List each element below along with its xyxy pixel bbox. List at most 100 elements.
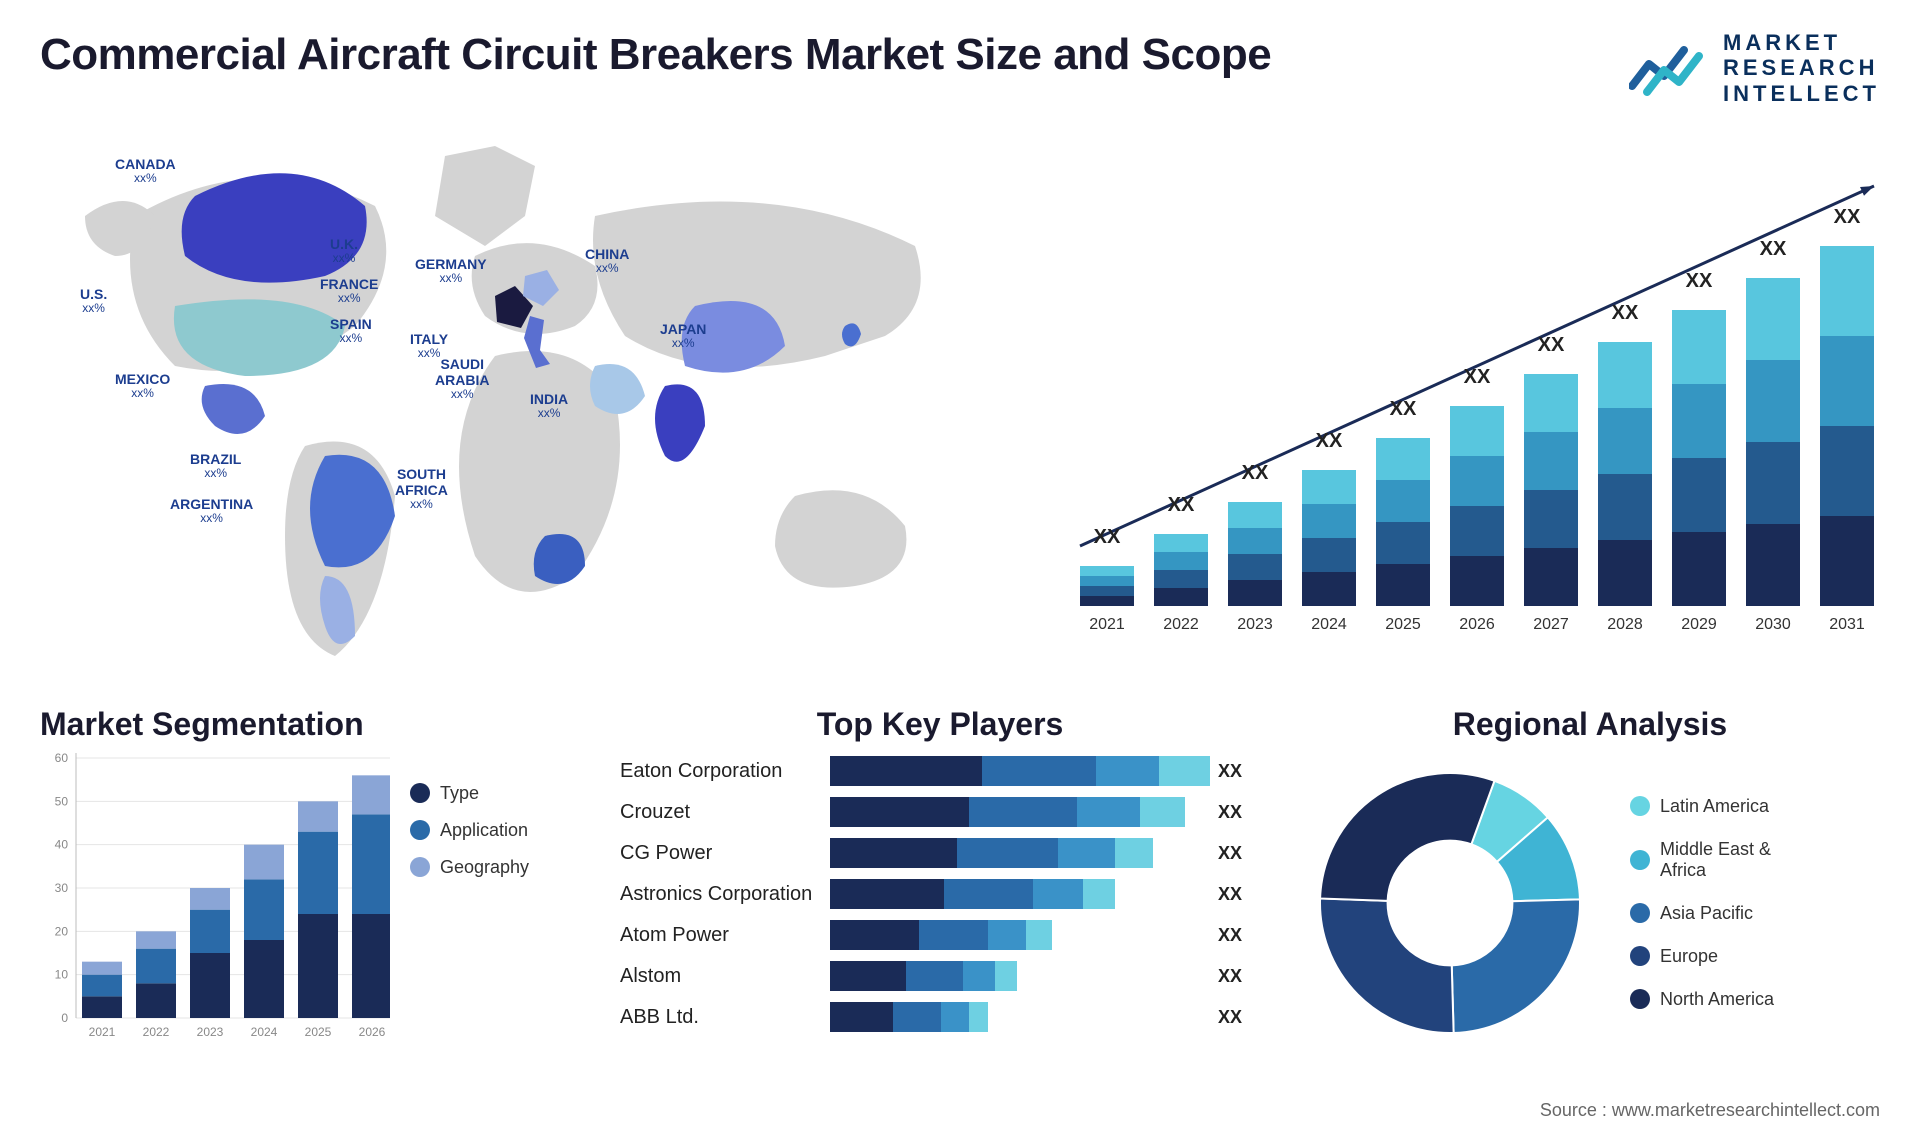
svg-text:30: 30 bbox=[55, 881, 69, 895]
svg-text:20: 20 bbox=[55, 924, 69, 938]
market-segmentation-section: Market Segmentation 01020304050602021202… bbox=[40, 706, 580, 1053]
legend-swatch-icon bbox=[1630, 903, 1650, 923]
player-name: ABB Ltd. bbox=[620, 1006, 830, 1029]
player-row: Astronics Corporation XX bbox=[620, 876, 1260, 913]
player-bar bbox=[830, 838, 1210, 868]
legend-label: Middle East & Africa bbox=[1660, 839, 1800, 881]
players-chart: Eaton CorporationXXCrouzetXXCG PowerXXAs… bbox=[620, 753, 1260, 1036]
player-value: XX bbox=[1210, 925, 1260, 946]
regional-legend-item: Middle East & Africa bbox=[1630, 839, 1800, 881]
player-name: CG Power bbox=[620, 842, 830, 865]
regional-legend-item: North America bbox=[1630, 989, 1800, 1010]
brand-logo: MARKET RESEARCH INTELLECT bbox=[1629, 30, 1880, 106]
player-row: Atom PowerXX bbox=[620, 917, 1260, 954]
legend-swatch-icon bbox=[1630, 796, 1650, 816]
growth-value-label: XX bbox=[1075, 526, 1139, 549]
growth-year-label: 2030 bbox=[1741, 616, 1805, 634]
player-row: ABB Ltd. XX bbox=[620, 999, 1260, 1036]
growth-value-label: XX bbox=[1223, 462, 1287, 485]
world-map: CANADAxx% U.S.xx% MEXICOxx% BRAZILxx% ARGENT… bbox=[40, 136, 1010, 676]
player-value: XX bbox=[1210, 884, 1260, 905]
source-footer: Source : www.marketresearchintellect.com bbox=[1540, 1100, 1880, 1121]
svg-text:2026: 2026 bbox=[359, 1025, 386, 1039]
growth-value-label: XX bbox=[1741, 238, 1805, 261]
player-name: Alstom bbox=[620, 965, 830, 988]
segmentation-title: Market Segmentation bbox=[40, 706, 580, 743]
map-label-spain: SPAINxx% bbox=[330, 316, 372, 346]
growth-value-label: XX bbox=[1149, 494, 1213, 517]
svg-text:60: 60 bbox=[55, 753, 69, 765]
growth-value-label: XX bbox=[1297, 430, 1361, 453]
legend-label: Geography bbox=[440, 857, 529, 878]
map-label-u-s-: U.S.xx% bbox=[80, 286, 107, 316]
map-label-mexico: MEXICOxx% bbox=[115, 371, 170, 401]
svg-text:40: 40 bbox=[55, 838, 69, 852]
logo-line-1: MARKET bbox=[1723, 30, 1880, 55]
legend-label: Type bbox=[440, 783, 479, 804]
page-title: Commercial Aircraft Circuit Breakers Mar… bbox=[40, 30, 1271, 80]
map-label-canada: CANADAxx% bbox=[115, 156, 176, 186]
svg-text:2022: 2022 bbox=[143, 1025, 170, 1039]
growth-year-label: 2023 bbox=[1223, 616, 1287, 634]
svg-text:0: 0 bbox=[61, 1011, 68, 1025]
legend-swatch-icon bbox=[1630, 850, 1650, 870]
svg-text:2023: 2023 bbox=[197, 1025, 224, 1039]
regional-legend-item: Latin America bbox=[1630, 796, 1800, 817]
growth-value-label: XX bbox=[1519, 334, 1583, 357]
map-label-japan: JAPANxx% bbox=[660, 321, 706, 351]
player-value: XX bbox=[1210, 843, 1260, 864]
svg-text:2025: 2025 bbox=[305, 1025, 332, 1039]
legend-swatch-icon bbox=[410, 857, 430, 877]
legend-label: North America bbox=[1660, 989, 1774, 1010]
player-bar bbox=[830, 1002, 1210, 1032]
growth-year-label: 2031 bbox=[1815, 616, 1879, 634]
segmentation-legend: TypeApplicationGeography bbox=[410, 783, 529, 1053]
map-label-brazil: BRAZILxx% bbox=[190, 451, 241, 481]
regional-analysis-section: Regional Analysis Latin America Middle Ea… bbox=[1300, 706, 1880, 1053]
growth-value-label: XX bbox=[1593, 302, 1657, 325]
player-name: Crouzet bbox=[620, 801, 830, 824]
map-label-germany: GERMANYxx% bbox=[415, 256, 487, 286]
player-value: XX bbox=[1210, 1007, 1260, 1028]
legend-label: Latin America bbox=[1660, 796, 1769, 817]
svg-text:2021: 2021 bbox=[89, 1025, 116, 1039]
growth-year-label: 2022 bbox=[1149, 616, 1213, 634]
growth-year-label: 2025 bbox=[1371, 616, 1435, 634]
map-label-france: FRANCExx% bbox=[320, 276, 378, 306]
player-row: Crouzet XX bbox=[620, 794, 1260, 831]
growth-value-label: XX bbox=[1815, 206, 1879, 229]
growth-year-label: 2021 bbox=[1075, 616, 1139, 634]
player-value: XX bbox=[1210, 761, 1260, 782]
growth-year-label: 2028 bbox=[1593, 616, 1657, 634]
regional-legend-item: Europe bbox=[1630, 946, 1800, 967]
player-bar bbox=[830, 797, 1210, 827]
legend-swatch-icon bbox=[1630, 989, 1650, 1009]
growth-year-label: 2029 bbox=[1667, 616, 1731, 634]
top-key-players-section: Top Key Players Eaton CorporationXXCrouz… bbox=[620, 706, 1260, 1053]
regional-title: Regional Analysis bbox=[1300, 706, 1880, 743]
logo-line-3: INTELLECT bbox=[1723, 81, 1880, 106]
player-name: Eaton Corporation bbox=[620, 760, 830, 783]
svg-text:2024: 2024 bbox=[251, 1025, 278, 1039]
growth-year-label: 2026 bbox=[1445, 616, 1509, 634]
growth-bar-chart: 2021XX2022XX2023XX2024XX2025XX2026XX2027… bbox=[1050, 136, 1880, 676]
growth-value-label: XX bbox=[1371, 398, 1435, 421]
map-label-south-africa: SOUTHAFRICAxx% bbox=[395, 466, 448, 512]
map-label-india: INDIAxx% bbox=[530, 391, 568, 421]
player-name: Astronics Corporation bbox=[620, 883, 830, 906]
players-title: Top Key Players bbox=[620, 706, 1260, 743]
player-bar bbox=[830, 879, 1210, 909]
player-row: AlstomXX bbox=[620, 958, 1260, 995]
map-label-argentina: ARGENTINAxx% bbox=[170, 496, 253, 526]
map-label-u-k-: U.K.xx% bbox=[330, 236, 358, 266]
player-row: CG Power XX bbox=[620, 835, 1260, 872]
segmentation-legend-item: Type bbox=[410, 783, 529, 804]
player-value: XX bbox=[1210, 802, 1260, 823]
regional-legend-item: Asia Pacific bbox=[1630, 903, 1800, 924]
legend-swatch-icon bbox=[410, 783, 430, 803]
legend-swatch-icon bbox=[1630, 946, 1650, 966]
logo-line-2: RESEARCH bbox=[1723, 55, 1880, 80]
map-label-saudi-arabia: SAUDIARABIAxx% bbox=[435, 356, 489, 402]
svg-text:10: 10 bbox=[55, 968, 69, 982]
map-label-china: CHINAxx% bbox=[585, 246, 629, 276]
